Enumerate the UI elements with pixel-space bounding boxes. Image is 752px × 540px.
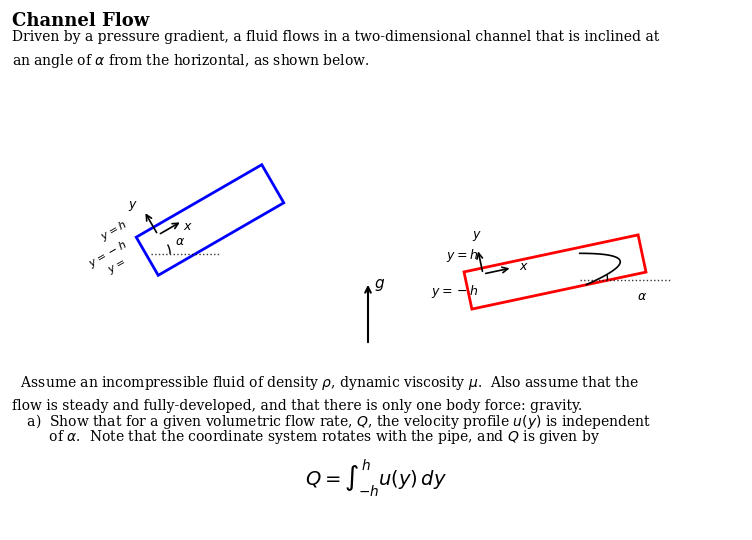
Text: $\alpha$: $\alpha$ [175,235,185,248]
Text: Assume an incompressible fluid of density $\rho$, dynamic viscosity $\mu$.  Also: Assume an incompressible fluid of densit… [12,374,638,413]
Text: $y = h$: $y = h$ [98,218,129,245]
Text: $Q = \int_{-h}^{h} u(y)\,dy$: $Q = \int_{-h}^{h} u(y)\,dy$ [305,457,447,499]
Text: $y$: $y$ [128,199,138,213]
Text: a)  Show that for a given volumetric flow rate, $Q$, the velocity profile $u(y)$: a) Show that for a given volumetric flow… [18,412,651,431]
Text: $y = h$: $y = h$ [446,247,478,265]
Text: $y =$: $y =$ [106,257,129,277]
Text: $g$: $g$ [374,277,385,293]
Text: $x$: $x$ [520,260,529,273]
Text: $y = -h$: $y = -h$ [431,284,478,300]
Text: $x$: $x$ [183,220,193,233]
Text: Channel Flow: Channel Flow [12,12,149,30]
Text: Driven by a pressure gradient, a fluid flows in a two-dimensional channel that i: Driven by a pressure gradient, a fluid f… [12,30,660,70]
Text: $\alpha$: $\alpha$ [637,290,647,303]
Text: of $\alpha$.  Note that the coordinate system rotates with the pipe, and $Q$ is : of $\alpha$. Note that the coordinate sy… [18,428,600,446]
Text: $y = -h$: $y = -h$ [86,238,129,271]
Text: $y$: $y$ [472,228,482,242]
